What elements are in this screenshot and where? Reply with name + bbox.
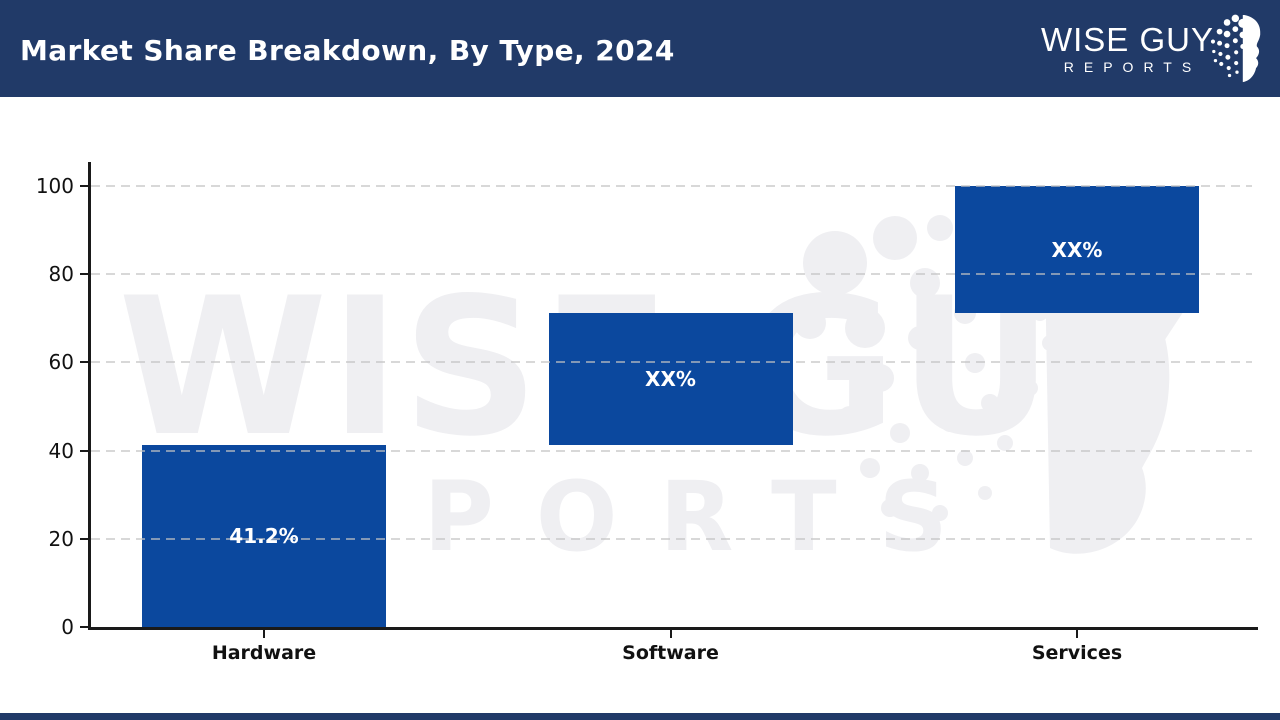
y-tick [80, 273, 88, 275]
x-axis-label-hardware: Hardware [211, 642, 317, 664]
y-tick-label: 60 [48, 350, 74, 374]
wiseguy-logo: WISE GUY REPORTS [1041, 4, 1266, 94]
y-tick [80, 626, 88, 628]
y-axis-spine [88, 162, 91, 630]
wiseguy-logo-text: WISE GUY REPORTS [1041, 22, 1214, 76]
y-tick-label: 0 [61, 615, 74, 639]
x-axis-label-services: Services [1031, 642, 1123, 664]
x-tick [263, 630, 265, 638]
bar-software [548, 313, 793, 445]
y-tick-label: 20 [48, 527, 74, 551]
x-axis-label-software: Software [622, 642, 719, 664]
bar-value-label-hardware: 41.2% [229, 524, 299, 548]
y-tick-label: 100 [35, 174, 74, 198]
y-tick [80, 361, 88, 363]
wiseguy-face-icon [1210, 14, 1261, 83]
y-tick-label: 80 [48, 262, 74, 286]
logo-wordmark: WISE GUY [1040, 21, 1214, 58]
x-tick [669, 630, 672, 638]
bar-hardware [142, 445, 386, 627]
bar-value-label-software: XX% [645, 367, 696, 391]
x-axis-spine [88, 627, 1258, 630]
y-tick [80, 450, 88, 452]
y-tick [80, 185, 88, 187]
x-tick [1076, 630, 1078, 638]
header-band: Market Share Breakdown, By Type, 2024 WI… [0, 0, 1280, 97]
bar-value-label-services: XX% [1051, 238, 1103, 262]
y-tick-label: 40 [48, 439, 74, 463]
chart-title: Market Share Breakdown, By Type, 2024 [20, 34, 675, 67]
y-tick [80, 538, 88, 540]
footer-band [0, 713, 1280, 720]
logo-subtext: REPORTS [1063, 59, 1202, 75]
